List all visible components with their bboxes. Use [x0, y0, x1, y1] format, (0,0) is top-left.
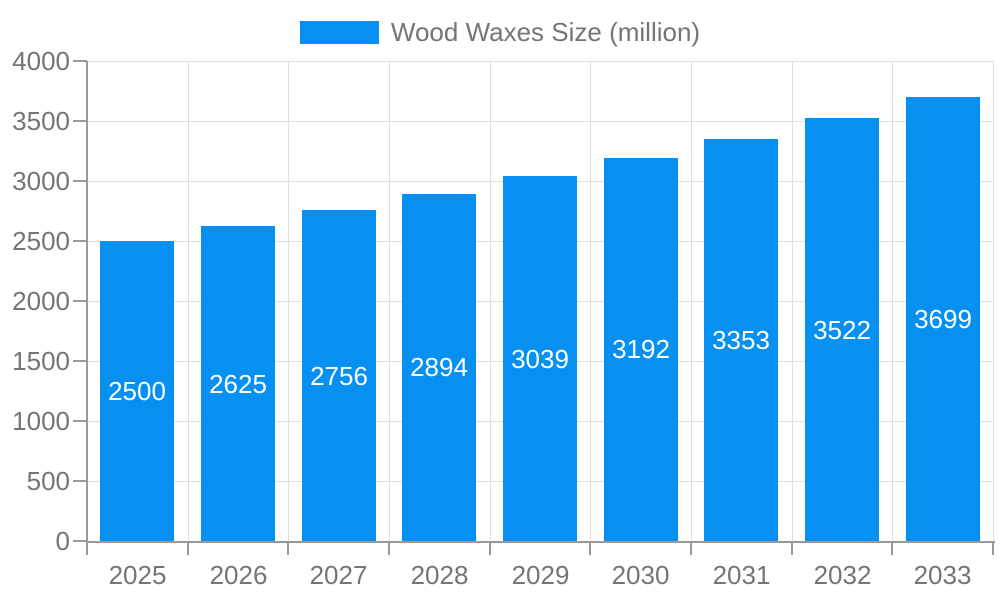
bar[interactable] [604, 158, 678, 541]
y-axis-tick [73, 540, 87, 542]
gridline-vertical [892, 61, 893, 541]
x-axis-tick [791, 541, 793, 555]
x-axis-line [86, 541, 995, 543]
gridline-horizontal [87, 121, 993, 122]
y-axis-tick-label: 0 [55, 526, 70, 556]
bar-value-label: 3192 [612, 334, 670, 364]
bar-value-label: 2756 [310, 361, 368, 391]
bar-value-label: 2500 [108, 376, 166, 406]
gridline-vertical [792, 61, 793, 541]
gridline-vertical [691, 61, 692, 541]
y-axis-line [86, 61, 88, 542]
x-axis-tick [388, 541, 390, 555]
x-axis-tick [690, 541, 692, 555]
y-axis-tick [73, 480, 87, 482]
bar[interactable] [100, 241, 174, 541]
x-axis-tick-label: 2033 [913, 560, 972, 590]
x-axis-tick-label: 2025 [108, 560, 167, 590]
x-axis-tick-label: 2029 [511, 560, 570, 590]
y-axis-tick [73, 420, 87, 422]
y-axis-tick-label: 2000 [12, 286, 70, 316]
legend-label[interactable]: Wood Waxes Size (million) [390, 16, 701, 47]
x-axis-tick [187, 541, 189, 555]
gridline-vertical [188, 61, 189, 541]
x-axis-tick [86, 541, 88, 555]
bar-value-label: 3039 [511, 344, 569, 374]
x-axis-tick [891, 541, 893, 555]
y-axis-tick [73, 300, 87, 302]
x-axis-tick [489, 541, 491, 555]
bar-value-label: 2625 [209, 369, 267, 399]
x-axis-tick-label: 2030 [611, 560, 670, 590]
y-axis-tick-label: 2500 [12, 226, 70, 256]
y-axis-tick [73, 120, 87, 122]
x-axis-tick-label: 2031 [712, 560, 771, 590]
bar[interactable] [402, 194, 476, 541]
y-axis-tick-label: 1500 [12, 346, 70, 376]
x-axis-tick [992, 541, 994, 555]
x-axis-tick-label: 2028 [410, 560, 469, 590]
y-axis-tick [73, 180, 87, 182]
gridline-vertical [490, 61, 491, 541]
bar-value-label: 3522 [813, 315, 871, 345]
y-axis-tick [73, 60, 87, 62]
x-axis-tick-label: 2027 [309, 560, 368, 590]
y-axis-tick-label: 3500 [12, 106, 70, 136]
y-axis-tick-label: 3000 [12, 166, 70, 196]
gridline-vertical [993, 61, 994, 541]
bar[interactable] [201, 226, 275, 541]
bar[interactable] [906, 97, 980, 541]
bar-value-label: 3353 [712, 325, 770, 355]
gridline-vertical [389, 61, 390, 541]
gridline-horizontal [87, 61, 993, 62]
y-axis-tick-label: 4000 [12, 46, 70, 76]
x-axis-tick-label: 2026 [209, 560, 268, 590]
legend[interactable]: Wood Waxes Size (million) [0, 14, 1000, 50]
y-axis-tick-label: 1000 [12, 406, 70, 436]
legend-swatch[interactable] [299, 20, 379, 44]
x-axis-tick-label: 2032 [813, 560, 872, 590]
gridline-vertical [590, 61, 591, 541]
y-axis-tick [73, 240, 87, 242]
bar-value-label: 3699 [914, 304, 972, 334]
gridline-vertical [288, 61, 289, 541]
y-axis-tick-label: 500 [26, 466, 70, 496]
bar[interactable] [805, 118, 879, 541]
bar[interactable] [302, 210, 376, 541]
bar[interactable] [503, 176, 577, 541]
x-axis-tick [589, 541, 591, 555]
bar[interactable] [704, 139, 778, 541]
x-axis-tick [287, 541, 289, 555]
bar-value-label: 2894 [410, 352, 468, 382]
y-axis-tick [73, 360, 87, 362]
